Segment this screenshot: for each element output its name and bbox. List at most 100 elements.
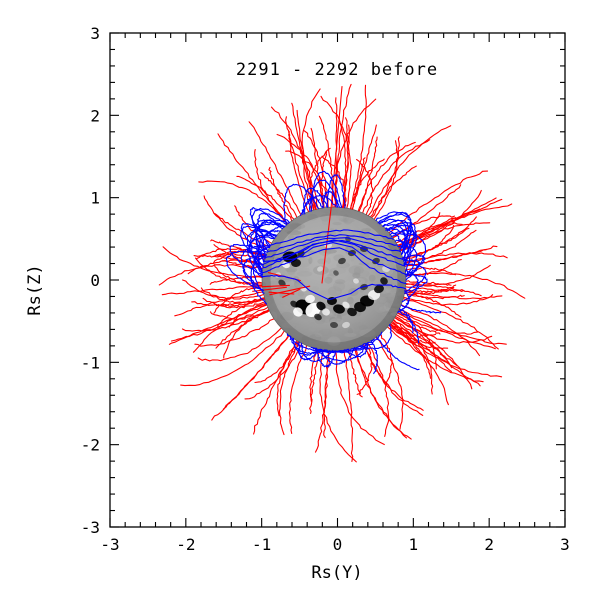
field-line [308, 179, 339, 212]
field-line [296, 109, 317, 210]
field-line [403, 292, 465, 300]
field-line [242, 255, 267, 291]
field-line [320, 347, 356, 365]
y-tick-label: -1 [81, 353, 100, 372]
field-line [215, 310, 270, 349]
field-line [262, 239, 406, 269]
field-line [276, 340, 298, 417]
y-tick-label: 1 [90, 189, 100, 208]
field-line [398, 309, 507, 345]
field-line [405, 280, 452, 286]
field-line [366, 342, 390, 437]
field-line [401, 254, 426, 276]
field-line [401, 269, 420, 303]
field-line [404, 266, 456, 276]
field-line [314, 350, 330, 453]
y-tick-label: 3 [90, 24, 100, 43]
field-line [253, 340, 299, 435]
field-line [323, 350, 329, 439]
x-tick-label: 2 [484, 535, 494, 554]
field-line [367, 125, 452, 217]
field-line [213, 286, 263, 314]
field-line [269, 229, 394, 246]
field-line [403, 263, 427, 293]
field-line [394, 316, 453, 369]
chart-title: 2291 - 2292 before [236, 60, 438, 80]
axis-ticks [109, 32, 566, 528]
x-tick-label: -2 [176, 535, 195, 554]
field-line [397, 203, 513, 247]
field-line [375, 337, 404, 430]
field-line [182, 279, 265, 300]
field-line [402, 225, 455, 261]
y-tick-label: -3 [81, 518, 100, 537]
field-line [303, 187, 329, 215]
field-line [211, 334, 290, 421]
field-line [362, 139, 431, 214]
field-line [399, 189, 482, 252]
field-line [249, 234, 277, 272]
field-line [256, 225, 286, 276]
field-line [288, 131, 310, 213]
field-line [215, 298, 266, 308]
y-tick-label: 2 [90, 106, 100, 125]
field-line [356, 158, 374, 216]
field-line [343, 349, 354, 462]
field-line [352, 124, 377, 210]
field-line [400, 304, 481, 357]
field-line [246, 230, 278, 268]
field-line [168, 304, 268, 345]
field-line [388, 324, 449, 350]
field-line [278, 341, 301, 436]
field-line [358, 136, 378, 213]
x-tick-label: -3 [100, 535, 119, 554]
field-line [181, 309, 270, 332]
field-line [264, 237, 402, 259]
y-axis-label: Rs(Z) [25, 264, 45, 315]
field-line [283, 183, 320, 226]
field-line [254, 341, 300, 384]
field-line [236, 175, 293, 222]
field-line [198, 180, 289, 225]
field-line [403, 294, 494, 306]
field-line [288, 345, 308, 434]
field-line [316, 348, 336, 368]
field-line [282, 288, 300, 298]
field-line [389, 229, 418, 262]
field-line [397, 290, 410, 314]
field-line [180, 330, 285, 387]
field-line [344, 341, 369, 359]
field-line [354, 347, 412, 440]
field-line [174, 291, 264, 317]
field-line [398, 310, 496, 350]
field-line [389, 323, 436, 344]
field-line [379, 333, 393, 385]
field-line [240, 244, 271, 291]
field-line [291, 102, 317, 210]
field-line [335, 350, 385, 446]
field-line [322, 190, 341, 208]
field-line [388, 170, 489, 234]
field-line [390, 321, 481, 387]
field-line [213, 212, 271, 248]
field-line [217, 133, 289, 225]
field-line [217, 297, 266, 327]
field-line [377, 213, 412, 255]
field-line [261, 274, 407, 301]
field-line [203, 195, 269, 251]
field-line [170, 306, 269, 342]
field-line [268, 166, 295, 220]
field-line [350, 158, 385, 210]
field-line [161, 284, 263, 296]
x-tick-label: 1 [409, 535, 419, 554]
field-line [260, 172, 298, 218]
field-line [213, 264, 263, 286]
field-line [391, 320, 452, 373]
field-line [209, 309, 270, 320]
field-line [310, 127, 324, 209]
field-line [385, 221, 417, 259]
field-line [385, 227, 407, 267]
field-line [356, 342, 373, 395]
field-line [312, 343, 368, 353]
